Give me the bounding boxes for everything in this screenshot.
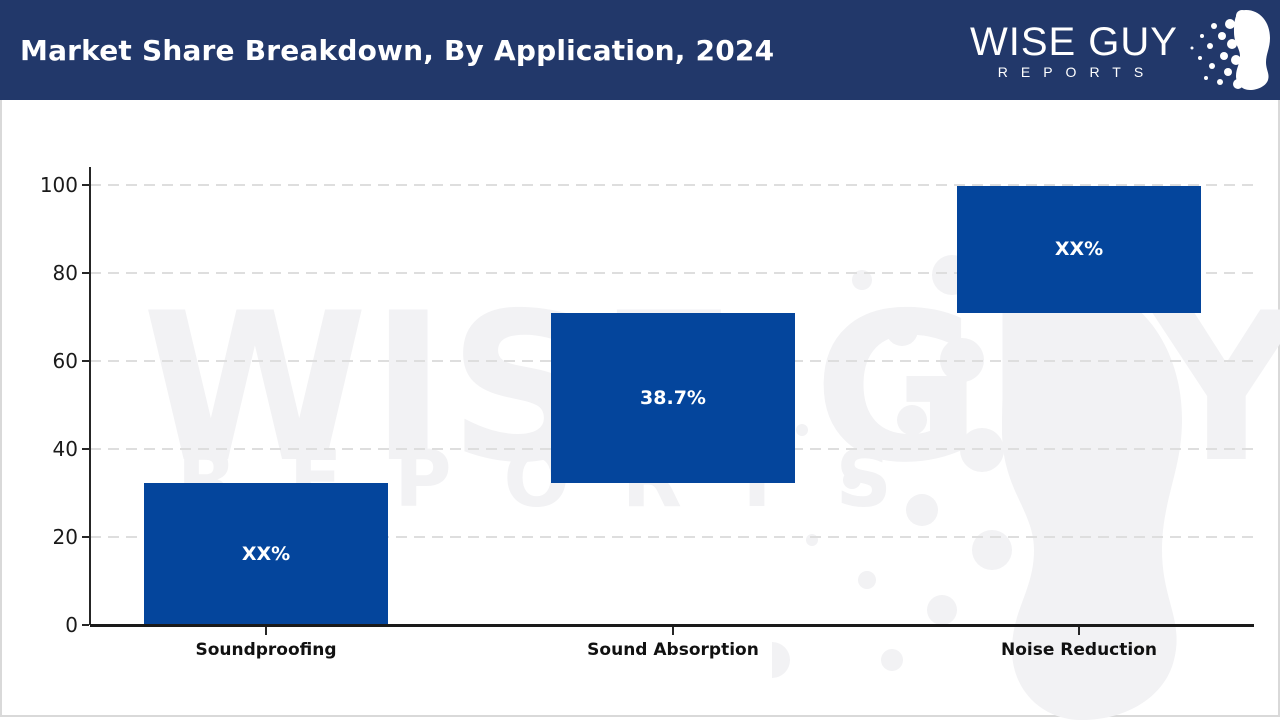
brand-logo-text: WISE GUY REPORTS bbox=[970, 22, 1178, 79]
x-axis-category-label: Soundproofing bbox=[195, 640, 337, 660]
y-axis-tick-label: 60 bbox=[52, 349, 78, 373]
header-bar: Market Share Breakdown, By Application, … bbox=[0, 0, 1280, 100]
y-axis-tick bbox=[82, 624, 89, 626]
bar-value-label: 38.7% bbox=[640, 386, 706, 409]
x-axis-tick bbox=[672, 627, 674, 635]
face-profile-logo-icon bbox=[1190, 10, 1270, 90]
brand-logo: WISE GUY REPORTS bbox=[970, 0, 1272, 100]
brand-subtitle: REPORTS bbox=[997, 63, 1157, 80]
x-axis-line bbox=[90, 624, 1254, 627]
bar-sound-absorption[interactable] bbox=[551, 312, 795, 483]
bar-noise-reduction[interactable] bbox=[957, 185, 1201, 313]
bar-value-label: XX% bbox=[241, 542, 291, 565]
chart-card: WISE GUY REPORTS 020406080100XX%38.7%XX%… bbox=[0, 100, 1280, 720]
brand-name: WISE GUY bbox=[969, 19, 1178, 64]
x-axis-tick bbox=[1078, 627, 1080, 635]
bar-soundproofing[interactable] bbox=[144, 482, 388, 625]
y-axis-tick bbox=[82, 448, 89, 450]
y-axis-tick-label: 20 bbox=[52, 525, 78, 549]
y-axis-tick bbox=[82, 360, 89, 362]
gridline-100 bbox=[90, 184, 1254, 186]
y-axis-line bbox=[89, 167, 91, 625]
y-axis-tick bbox=[82, 536, 89, 538]
watermark-face-icon bbox=[772, 224, 1182, 720]
y-axis-tick bbox=[82, 184, 89, 186]
gridline-20 bbox=[90, 536, 1254, 538]
y-axis-tick-label: 100 bbox=[39, 173, 78, 197]
y-axis-tick-label: 40 bbox=[52, 437, 78, 461]
y-axis-tick-label: 80 bbox=[52, 261, 78, 285]
page-title: Market Share Breakdown, By Application, … bbox=[20, 33, 775, 67]
y-axis-tick bbox=[82, 272, 89, 274]
x-axis-category-label: Sound Absorption bbox=[587, 640, 759, 660]
bar-value-label: XX% bbox=[1054, 238, 1104, 261]
x-axis-category-label: Noise Reduction bbox=[1000, 640, 1158, 660]
x-axis-tick bbox=[265, 627, 267, 635]
y-axis-tick-label: 0 bbox=[65, 613, 78, 637]
gridline-80 bbox=[90, 272, 1254, 274]
